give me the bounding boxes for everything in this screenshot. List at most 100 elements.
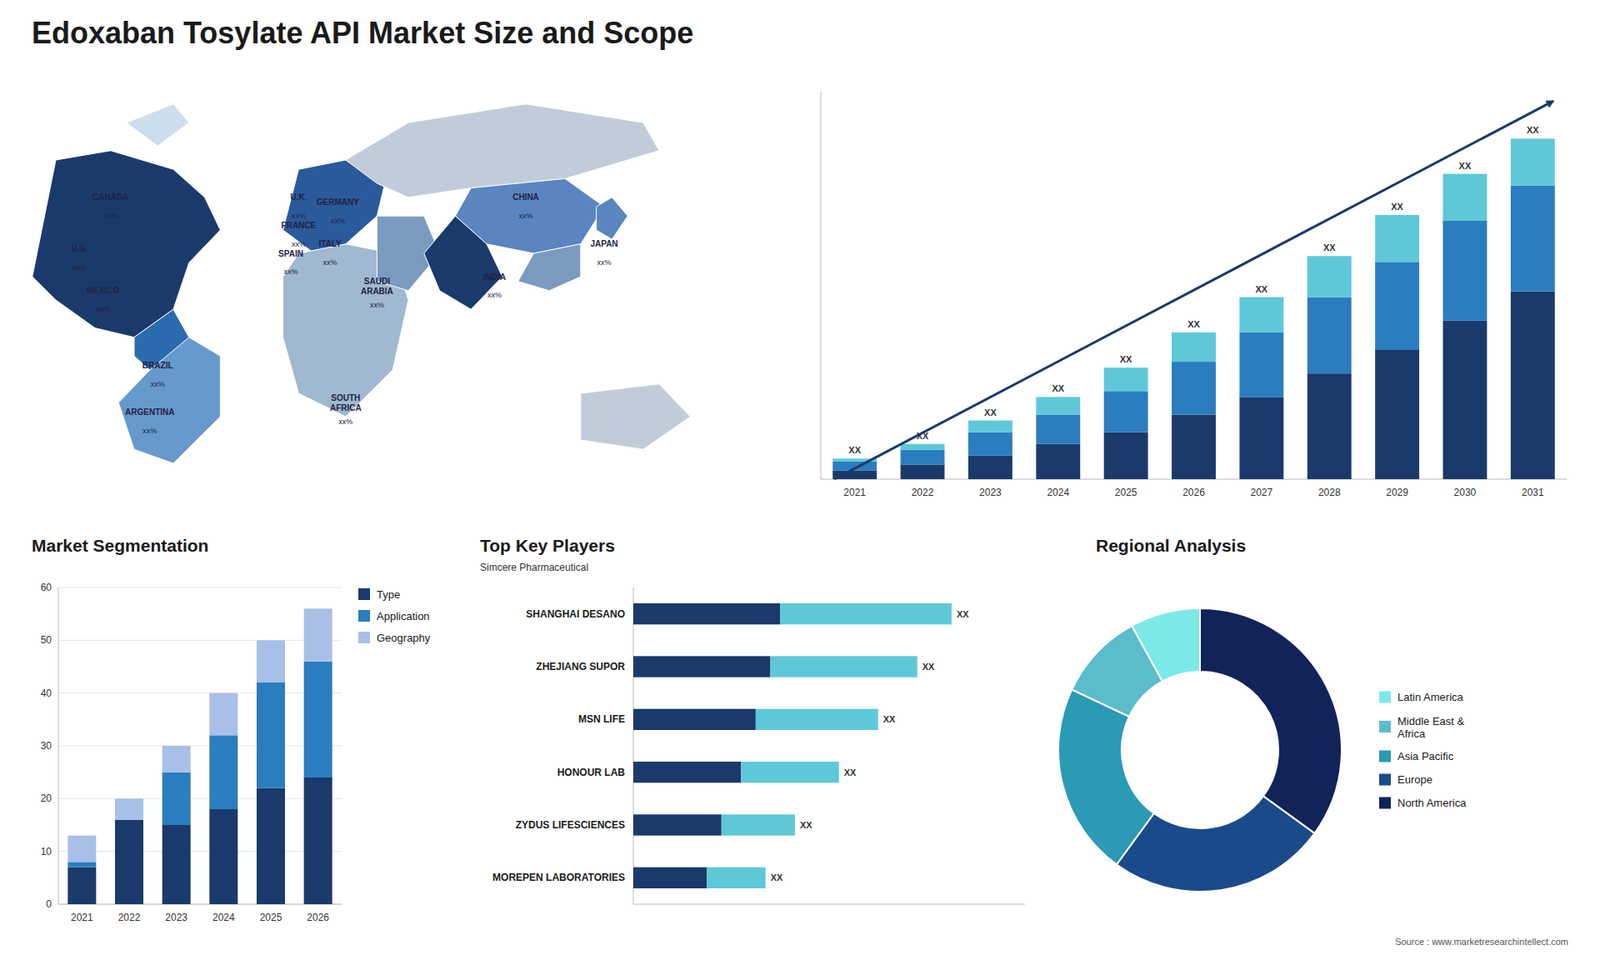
grid-line <box>58 640 342 641</box>
bar-segment <box>304 777 333 905</box>
map-label: GERMANY <box>316 197 360 207</box>
category-label: MSN LIFE <box>578 713 625 725</box>
map-label: CHINA <box>512 192 540 202</box>
tick-label: 50 <box>40 634 53 646</box>
legend-label: Middle East &Africa <box>1397 714 1465 740</box>
value-label: XX <box>1390 201 1404 212</box>
text-line: ARABIA <box>360 286 394 296</box>
map-share: xx% <box>72 263 87 272</box>
bar-segment <box>1035 415 1080 445</box>
text-line: Africa <box>1397 726 1426 740</box>
value-label: XX <box>1526 125 1540 135</box>
value-label: XX <box>956 609 970 620</box>
bar-chart: XXXXXXXXXXXXSHANGHAI DESANOZHEJIANG SUPO… <box>492 587 1025 905</box>
category-label: SHANGHAI DESANO <box>525 608 625 620</box>
bar-segment <box>1239 297 1284 333</box>
category-label: 2023 <box>979 486 1002 499</box>
bar-segment <box>770 655 918 677</box>
tick-label: 30 <box>40 740 53 752</box>
bar-segment <box>1375 261 1420 350</box>
bar-segment <box>633 761 741 783</box>
bar-segment <box>115 820 144 905</box>
map-share: xx% <box>103 211 118 220</box>
bar-segment <box>633 709 756 730</box>
map-share: xx% <box>95 305 110 314</box>
legend-swatch <box>358 610 370 622</box>
map-labels: CANADAxx%U.S.xx%MEXICOxx%BRAZILxx%ARGENT… <box>70 192 618 435</box>
bar-segment <box>1443 220 1488 321</box>
category-label: 2029 <box>1385 486 1409 499</box>
legend: TypeApplicationGeography <box>358 588 431 645</box>
bar-segment <box>67 835 96 863</box>
tick-label: 20 <box>40 792 53 805</box>
bar-segment <box>67 861 96 867</box>
bar-segment <box>633 814 722 835</box>
bar-segment <box>968 432 1013 456</box>
bar-segment <box>1104 390 1149 432</box>
category-label: 2023 <box>165 911 188 924</box>
map-region <box>32 150 221 338</box>
legend-label: Type <box>376 588 400 601</box>
category-label: 2027 <box>1250 486 1274 499</box>
map-share: xx% <box>283 267 298 276</box>
bar-segment <box>162 772 191 825</box>
grid-line <box>58 692 342 694</box>
map-label: SPAIN <box>278 249 304 259</box>
bar-segment <box>1171 361 1216 415</box>
bar-segment <box>780 603 952 625</box>
category-label: 2021 <box>843 486 866 499</box>
tick-label: 0 <box>45 898 52 910</box>
value-label: XX <box>800 820 813 830</box>
bar-segment <box>67 867 96 905</box>
bar-segment <box>1239 332 1284 398</box>
chart-subtitle: Simcere Pharmaceutical <box>480 561 589 574</box>
value-axis-line <box>820 91 822 480</box>
bar-segment <box>162 745 191 773</box>
bar-chart: 0102030405060202120222023202420252026Typ… <box>40 581 431 924</box>
category-axis-line <box>633 587 635 905</box>
value-label: XX <box>770 872 784 883</box>
map-label: ARGENTINA <box>125 407 175 417</box>
bar-segment <box>162 825 191 905</box>
grid-line <box>58 904 342 905</box>
legend-label: Latin America <box>1397 690 1465 704</box>
category-label: 2025 <box>1115 486 1138 499</box>
value-axis-line <box>58 587 60 905</box>
bar-segment <box>900 450 945 465</box>
category-label: 2026 <box>1182 486 1205 499</box>
bar-segment <box>740 761 840 783</box>
map-region <box>580 384 691 450</box>
bar-segment <box>256 788 285 905</box>
tick-label: 40 <box>40 687 53 700</box>
bar-marks <box>67 608 332 905</box>
bar-segment <box>1375 350 1420 480</box>
legend-label: Asia Pacific <box>1397 750 1455 763</box>
value-label: XX <box>1051 383 1065 394</box>
map-region <box>596 197 629 240</box>
dashboard: Edoxaban Tosylate API Market Size and Sc… <box>0 0 1600 955</box>
bar-segment <box>1510 291 1555 480</box>
category-axis-line <box>58 904 342 905</box>
main-title: Edoxaban Tosylate API Market Size and Sc… <box>31 15 694 50</box>
map-share: xx% <box>291 240 306 249</box>
bar-segment <box>1443 174 1488 221</box>
map-label: FRANCE <box>281 220 317 230</box>
category-label: 2024 <box>212 911 235 924</box>
map-share: xx% <box>330 216 345 225</box>
text-line: Middle East & <box>1397 714 1465 727</box>
legend-label: Europe <box>1397 773 1433 786</box>
map-region <box>126 104 190 146</box>
map-share: xx% <box>596 258 611 267</box>
map-region <box>345 104 660 198</box>
bar-segment <box>209 693 238 736</box>
category-label: 2025 <box>260 911 283 924</box>
legend-label: North America <box>1397 796 1467 810</box>
legend: Latin America Middle East &Africa Asia Pac… <box>1379 690 1467 810</box>
legend-label: Geography <box>376 631 431 645</box>
map-label: MEXICO <box>86 285 120 295</box>
map-share: xx% <box>322 258 337 267</box>
bar-segment <box>1510 138 1555 185</box>
chart-title: Market Segmentation <box>31 535 209 555</box>
legend-swatch <box>1379 750 1391 763</box>
tick-label: 10 <box>40 845 53 858</box>
